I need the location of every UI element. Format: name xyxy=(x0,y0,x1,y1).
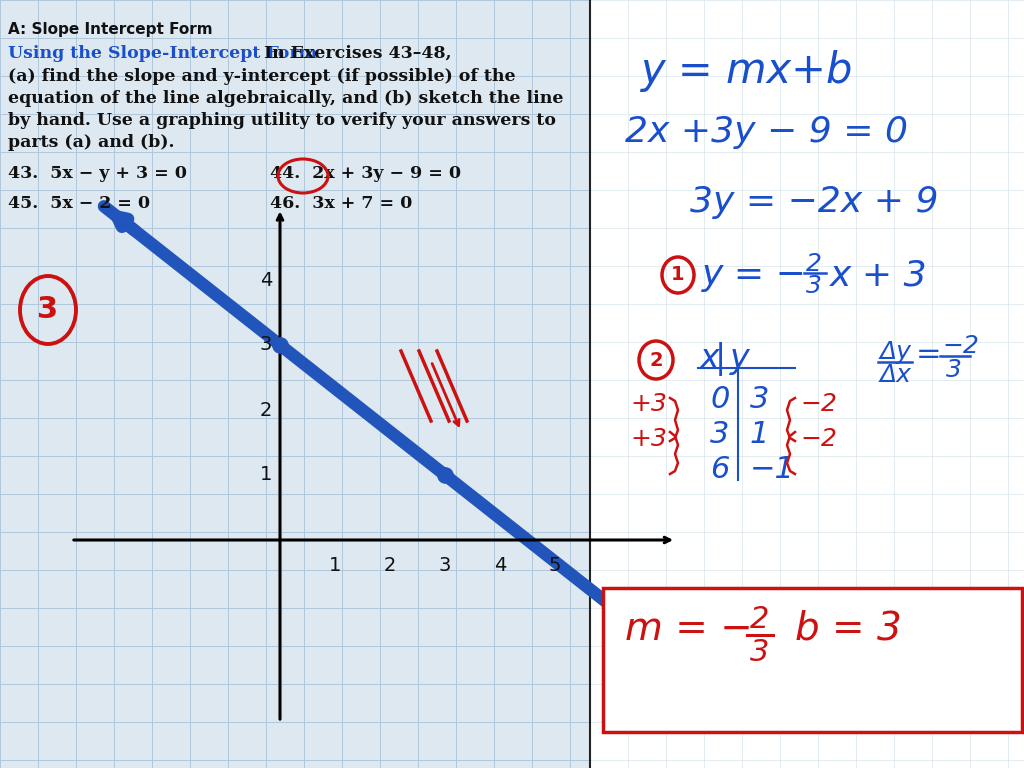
Text: =: = xyxy=(916,340,942,369)
Text: equation of the line algebraically, and (b) sketch the line: equation of the line algebraically, and … xyxy=(8,90,563,107)
Text: −2: −2 xyxy=(942,334,979,358)
Text: y = mx+b: y = mx+b xyxy=(640,50,852,92)
Text: −2: −2 xyxy=(800,427,837,451)
Text: by hand. Use a graphing utility to verify your answers to: by hand. Use a graphing utility to verif… xyxy=(8,112,556,129)
Text: 43.  5x − y + 3 = 0: 43. 5x − y + 3 = 0 xyxy=(8,165,187,182)
Text: 3: 3 xyxy=(750,638,769,667)
Text: 3: 3 xyxy=(710,420,729,449)
Text: |: | xyxy=(715,342,726,376)
Text: 0: 0 xyxy=(710,385,729,414)
Text: 2: 2 xyxy=(260,400,272,419)
Text: In Exercises 43–48,: In Exercises 43–48, xyxy=(252,45,452,62)
Text: parts (a) and (b).: parts (a) and (b). xyxy=(8,134,174,151)
Text: Δy: Δy xyxy=(880,340,912,364)
Text: −2: −2 xyxy=(800,392,837,416)
Text: x: x xyxy=(700,342,720,375)
Text: (a) find the slope and y-intercept (if possible) of the: (a) find the slope and y-intercept (if p… xyxy=(8,68,516,85)
Text: 2: 2 xyxy=(806,252,822,276)
Text: 3: 3 xyxy=(38,296,58,325)
Text: 3: 3 xyxy=(806,274,822,298)
Text: 2: 2 xyxy=(750,605,769,634)
Text: 1: 1 xyxy=(671,266,685,284)
Text: Δx: Δx xyxy=(880,363,912,387)
Text: Using the Slope-Intercept Form: Using the Slope-Intercept Form xyxy=(8,45,317,62)
Text: 3: 3 xyxy=(750,385,769,414)
Text: 2: 2 xyxy=(649,350,663,369)
Polygon shape xyxy=(590,0,1024,768)
Polygon shape xyxy=(0,0,590,768)
Text: 44.  2x + 3y − 9 = 0: 44. 2x + 3y − 9 = 0 xyxy=(270,165,461,182)
Text: 5: 5 xyxy=(549,556,561,575)
Text: y = −: y = − xyxy=(702,258,807,292)
Text: x + 3: x + 3 xyxy=(830,258,928,292)
Text: +3: +3 xyxy=(630,427,667,451)
Text: +3: +3 xyxy=(630,392,667,416)
Text: 45.  5x − 2 = 0: 45. 5x − 2 = 0 xyxy=(8,195,151,212)
Text: 3: 3 xyxy=(946,358,962,382)
Text: b = 3: b = 3 xyxy=(795,610,902,648)
Text: 3: 3 xyxy=(260,336,272,355)
Text: 2x +3y − 9 = 0: 2x +3y − 9 = 0 xyxy=(625,115,908,149)
Text: 1: 1 xyxy=(260,465,272,485)
FancyBboxPatch shape xyxy=(603,588,1022,732)
Text: −1: −1 xyxy=(750,455,795,484)
Text: 3y = −2x + 9: 3y = −2x + 9 xyxy=(690,185,939,219)
Text: 3: 3 xyxy=(439,556,452,575)
Text: 1: 1 xyxy=(329,556,341,575)
Text: 6: 6 xyxy=(710,455,729,484)
Text: 4: 4 xyxy=(260,270,272,290)
Text: A: Slope Intercept Form: A: Slope Intercept Form xyxy=(8,22,213,37)
Text: 46.  3x + 7 = 0: 46. 3x + 7 = 0 xyxy=(270,195,413,212)
Text: 4: 4 xyxy=(494,556,506,575)
Text: 2: 2 xyxy=(384,556,396,575)
Text: m = −: m = − xyxy=(625,610,753,648)
Text: y: y xyxy=(730,342,750,375)
Text: 1: 1 xyxy=(750,420,769,449)
